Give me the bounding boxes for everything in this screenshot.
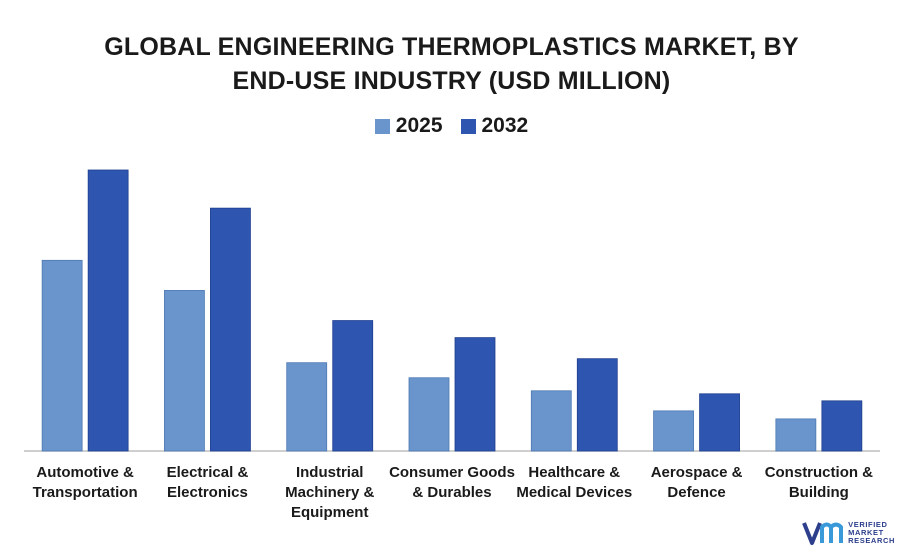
vmr-logo-icon — [802, 522, 844, 545]
logo-text-line2: MARKET — [848, 528, 884, 537]
legend-item-2032: 2032 — [460, 114, 529, 138]
legend-label-2032: 2032 — [481, 114, 529, 137]
bar-2032-6 — [821, 400, 863, 452]
bar-2025-4 — [530, 390, 572, 452]
bar-2025-6 — [775, 418, 817, 452]
brand-logo: VERIFIED MARKET RESEARCH — [802, 519, 895, 547]
bar-2025-2 — [286, 362, 328, 452]
legend-item-2025: 2025 — [374, 114, 443, 138]
x-tick-label-6: Construction & Building — [765, 464, 873, 501]
chart-title-line1: GLOBAL ENGINEERING THERMOPLASTICS MARKET… — [104, 33, 799, 61]
logo-text-line3: RESEARCH — [848, 536, 895, 545]
bar-2025-5 — [653, 410, 694, 452]
bar-2032-0 — [87, 169, 129, 452]
bar-2032-3 — [454, 337, 496, 452]
bar-2032-2 — [332, 320, 374, 452]
bar-2025-0 — [41, 259, 83, 452]
bar-2032-5 — [699, 393, 740, 452]
chart-title-line2: END-USE INDUSTRY (USD MILLION) — [232, 67, 671, 95]
bar-2025-3 — [408, 377, 450, 452]
chart-title: GLOBAL ENGINEERING THERMOPLASTICS MARKET… — [0, 30, 903, 98]
logo-text-line1: VERIFIED — [848, 520, 888, 529]
legend-swatch-2032 — [460, 118, 476, 134]
bar-2032-4 — [576, 358, 618, 452]
x-tick-label-2: Industrial Machinery & Equipment — [285, 464, 374, 521]
logo-text: VERIFIED MARKET RESEARCH — [848, 521, 895, 545]
x-tick-label-4: Healthcare & Medical Devices — [516, 464, 632, 501]
x-tick-label-5: Aerospace & Defence — [651, 464, 743, 501]
bar-2032-1 — [210, 207, 251, 452]
legend-label-2025: 2025 — [395, 114, 443, 137]
x-tick-label-3: Consumer Goods & Durables — [389, 464, 515, 501]
chart-legend: 2025 2032 — [0, 114, 903, 138]
bar-2025-1 — [164, 290, 205, 452]
x-tick-label-0: Automotive & Transportation — [33, 464, 138, 501]
x-tick-label-1: Electrical & Electronics — [167, 464, 249, 501]
legend-swatch-2025 — [374, 118, 390, 134]
